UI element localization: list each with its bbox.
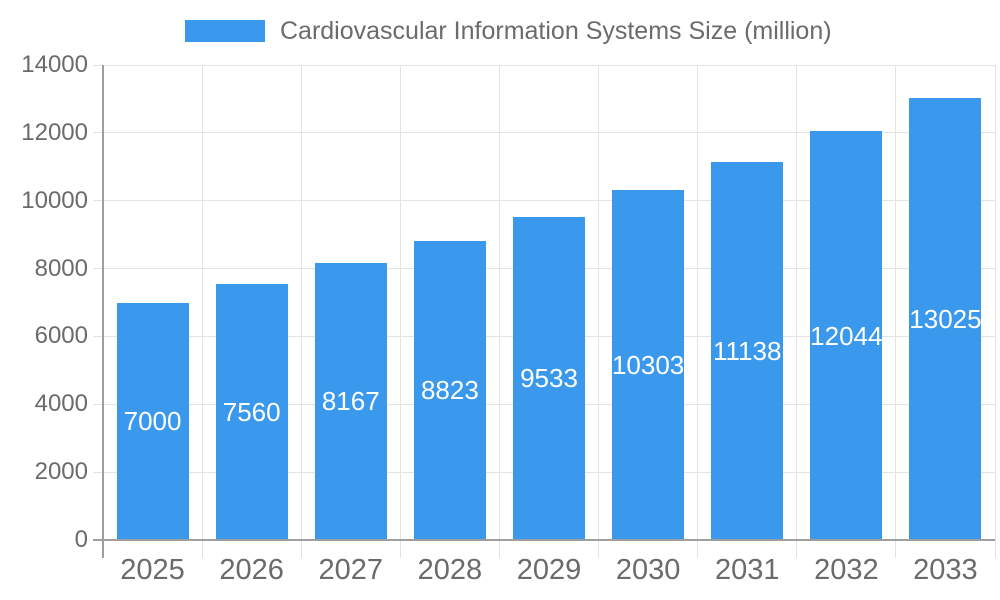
bar[interactable]	[909, 98, 982, 540]
x-grid-line	[300, 65, 302, 558]
bar-value-label: 13025	[909, 304, 982, 335]
x-axis-tick-label: 2026	[219, 554, 284, 586]
x-axis-tick-label: 2030	[615, 554, 681, 586]
bar[interactable]	[314, 262, 387, 540]
bar-value-label: 10303	[611, 350, 685, 381]
x-axis-tick-label: 2025	[120, 554, 185, 586]
y-axis-line	[102, 65, 104, 558]
y-grid-line	[93, 132, 995, 134]
x-axis-tick-label: 2027	[318, 554, 384, 586]
bar[interactable]	[116, 302, 189, 540]
bar[interactable]	[711, 162, 784, 540]
bar-value-label: 8823	[420, 375, 479, 406]
bar-value-label: 8167	[321, 386, 380, 417]
x-grid-line	[796, 65, 798, 558]
bar[interactable]	[810, 131, 883, 540]
y-axis-tick-label: 8000	[34, 254, 88, 282]
legend-label[interactable]: Cardiovascular Information Systems Size …	[280, 17, 832, 45]
x-grid-line	[201, 65, 203, 558]
y-axis-tick-label: 0	[74, 526, 88, 553]
y-axis-tick-label: 4000	[34, 390, 88, 418]
legend-swatch[interactable]	[185, 20, 265, 42]
y-axis-tick-label: 2000	[34, 458, 88, 486]
x-axis-tick-label: 2033	[913, 554, 978, 586]
x-grid-line	[399, 65, 401, 558]
bar-value-label: 11138	[712, 336, 782, 367]
bar-value-label: 7560	[222, 396, 281, 427]
bar[interactable]	[215, 283, 288, 540]
y-axis-tick-label: 14000	[21, 51, 88, 78]
y-grid-line	[93, 200, 995, 202]
bar-value-label: 7000	[123, 406, 182, 437]
y-grid-line	[93, 64, 995, 66]
bar[interactable]	[413, 240, 486, 540]
bar-value-label: 9533	[520, 363, 578, 394]
y-axis-tick-label: 10000	[21, 186, 88, 214]
x-axis-tick-label: 2032	[814, 554, 879, 586]
x-axis-tick-label: 2029	[516, 554, 582, 586]
x-grid-line	[895, 65, 897, 558]
bar[interactable]	[612, 190, 685, 540]
x-axis-line	[93, 539, 995, 541]
x-grid-line	[697, 65, 699, 558]
y-axis-tick-label: 12000	[21, 118, 88, 146]
x-grid-line	[598, 65, 600, 558]
x-grid-line	[994, 65, 996, 558]
x-grid-line	[498, 65, 500, 558]
bar[interactable]	[513, 216, 585, 540]
x-axis-tick-label: 2028	[417, 554, 483, 586]
x-axis-tick-label: 2031	[714, 554, 780, 586]
bar-value-label: 12044	[810, 320, 883, 351]
y-axis-tick-label: 6000	[34, 322, 88, 350]
